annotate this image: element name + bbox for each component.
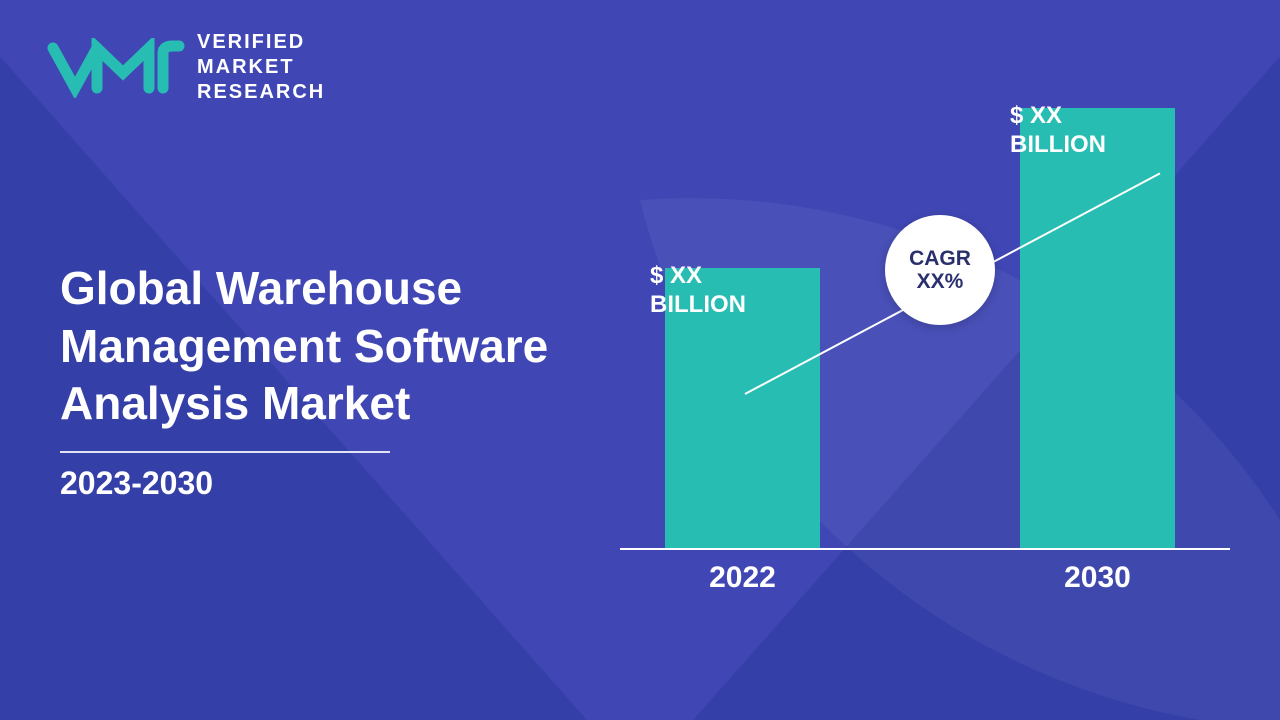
value-line-2: BILLION: [650, 291, 746, 318]
brand-line-1: VERIFIED: [197, 30, 325, 55]
brand-line-2: MARKET: [197, 55, 325, 80]
bar-chart: $ XX BILLION 2022 $ XX BILLION 2030 CAGR…: [620, 90, 1240, 610]
bar-2030: [1020, 108, 1175, 548]
bar-2022-value-label: $ XX BILLION: [650, 262, 810, 320]
infographic-canvas: VERIFIED MARKET RESEARCH Global Warehous…: [0, 0, 1280, 720]
cagr-badge: CAGR XX%: [885, 215, 995, 325]
x-label-2022: 2022: [665, 561, 820, 595]
cagr-label: CAGR: [909, 247, 971, 270]
brand-line-3: RESEARCH: [197, 80, 325, 105]
vmr-logo-icon: [45, 38, 185, 98]
title-divider: [60, 451, 390, 453]
value-line-1: $ XX: [650, 262, 702, 289]
brand-logo: VERIFIED MARKET RESEARCH: [45, 30, 325, 105]
bar-2030-value-label: $ XX BILLION: [1010, 102, 1170, 160]
x-label-2030: 2030: [1020, 561, 1175, 595]
cagr-value: XX%: [917, 270, 964, 293]
value-line-1: $ XX: [1010, 102, 1062, 129]
value-line-2: BILLION: [1010, 131, 1106, 158]
report-date-range: 2023-2030: [60, 465, 560, 502]
title-block: Global Warehouse Management Software Ana…: [60, 260, 560, 502]
brand-logo-text: VERIFIED MARKET RESEARCH: [197, 30, 325, 105]
report-title: Global Warehouse Management Software Ana…: [60, 260, 560, 433]
x-axis-line: [620, 548, 1230, 550]
